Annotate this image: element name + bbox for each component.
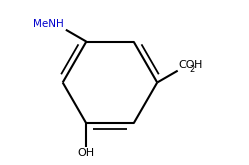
Text: H: H: [194, 60, 202, 70]
Text: CO: CO: [179, 60, 195, 70]
Text: OH: OH: [78, 148, 95, 158]
Text: MeNH: MeNH: [33, 19, 64, 29]
Text: 2: 2: [190, 65, 195, 74]
